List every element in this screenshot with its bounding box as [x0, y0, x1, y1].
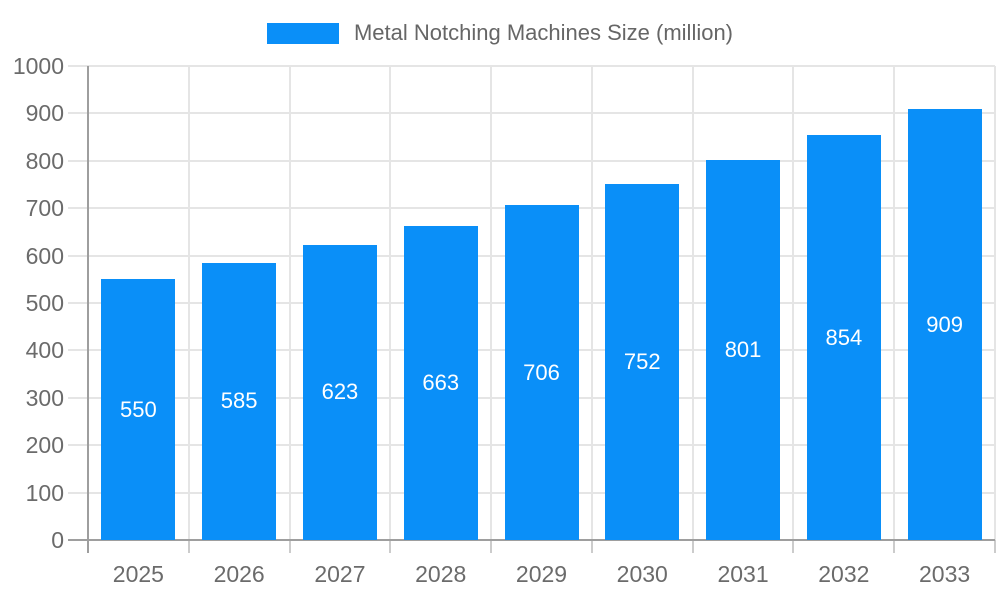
bar: 706 [504, 205, 579, 540]
bar-value-label: 550 [120, 396, 157, 422]
x-tick-label: 2027 [314, 561, 366, 587]
x-tick-label: 2032 [818, 561, 870, 587]
bar-value-label: 623 [321, 379, 359, 405]
x-tick-mark [187, 540, 190, 553]
x-tick-mark [792, 540, 795, 553]
y-tick-label: 0 [51, 527, 64, 553]
bar: 909 [907, 109, 982, 540]
bar-value-label: 909 [926, 311, 963, 337]
x-tick-label: 2033 [919, 561, 971, 587]
bar: 585 [202, 262, 277, 540]
x-tick-label: 2029 [515, 561, 568, 587]
bar-value-label: 752 [623, 348, 661, 374]
x-tick-label: 2025 [112, 561, 164, 587]
x-tick-label: 2026 [213, 561, 265, 587]
chart-legend: Metal Notching Machines Size (million) [0, 20, 1000, 46]
x-axis-line [68, 539, 995, 541]
bar: 623 [302, 244, 377, 540]
bar-value-label: 663 [422, 369, 460, 395]
x-gridline [288, 66, 291, 540]
y-tick-label: 100 [25, 479, 64, 506]
y-tick-label: 500 [25, 290, 64, 316]
x-gridline [187, 66, 190, 540]
x-gridline [691, 66, 694, 540]
y-gridline [68, 159, 995, 162]
y-tick-label: 900 [25, 100, 64, 127]
x-tick-mark [288, 540, 291, 553]
x-tick-mark [590, 540, 593, 553]
y-tick-label: 1000 [12, 53, 64, 79]
legend-label: Metal Notching Machines Size (million) [353, 20, 734, 45]
y-gridline [68, 112, 995, 115]
x-tick-mark [490, 540, 493, 553]
x-tick-label: 2030 [616, 561, 668, 587]
x-gridline [490, 66, 493, 540]
x-tick-mark [691, 540, 694, 553]
bar: 801 [706, 160, 781, 540]
y-tick-label: 200 [25, 432, 64, 459]
y-tick-label: 800 [25, 147, 64, 174]
bar: 550 [101, 279, 176, 540]
x-tick-mark [893, 540, 896, 553]
y-tick-label: 400 [25, 337, 64, 364]
x-tick-label: 2028 [415, 561, 467, 587]
x-tick-label: 2031 [717, 561, 769, 587]
x-gridline [994, 66, 996, 540]
x-gridline [389, 66, 392, 540]
x-gridline [893, 66, 896, 540]
bar-value-label: 585 [220, 388, 258, 414]
x-gridline [792, 66, 795, 540]
x-tick-mark [994, 540, 996, 553]
bar: 663 [403, 225, 478, 540]
bar: 752 [605, 183, 680, 540]
legend-swatch [266, 22, 339, 44]
bar: 854 [806, 135, 881, 540]
x-gridline [590, 66, 593, 540]
x-tick-mark [389, 540, 392, 553]
bar-value-label: 854 [825, 324, 863, 350]
y-tick-label: 300 [25, 384, 64, 411]
y-gridline [68, 65, 995, 67]
y-tick-label: 700 [25, 195, 64, 222]
bar-value-label: 706 [523, 359, 560, 385]
y-axis-line [87, 66, 89, 553]
y-tick-label: 600 [25, 242, 64, 269]
bar-value-label: 801 [724, 337, 762, 363]
